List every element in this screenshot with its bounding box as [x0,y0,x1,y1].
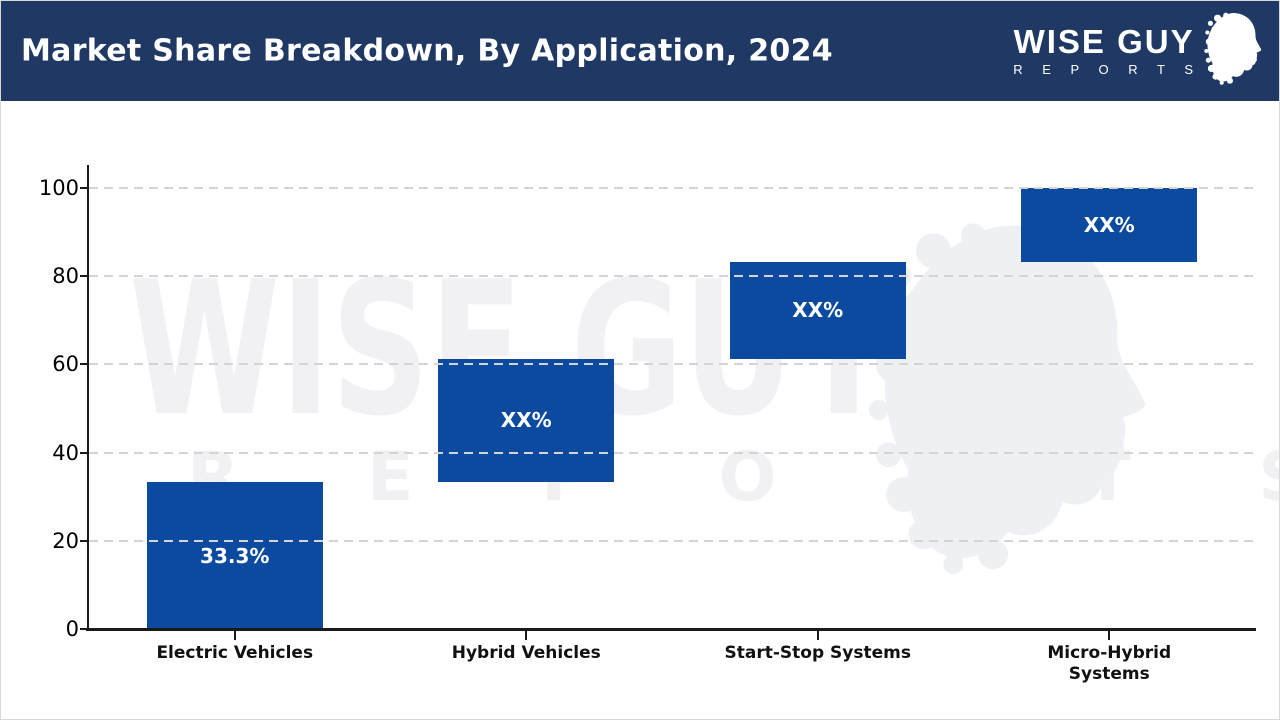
gridline-y-80 [89,275,1255,278]
waterfall-chart: 0 20 40 60 80 100 33.3% Electric Vehicles XX% Hyb… [1,101,1279,719]
bar-micro-hybrid-systems: XX% [1021,188,1198,262]
bar-value-label: XX% [792,298,844,323]
x-tick-micro-hybrid-systems [1108,631,1111,640]
y-tick-label-20: 20 [52,528,79,553]
y-axis-spine [87,165,89,631]
y-tick-label-40: 40 [52,440,79,465]
x-axis-spine [86,628,1256,631]
x-tick-label-hybrid-vehicles: Hybrid Vehicles [451,643,601,663]
gridline-y-40 [89,451,1255,454]
x-tick-label-micro-hybrid-systems: Micro-Hybrid Systems [1047,643,1172,685]
x-tick-label-electric-vehicles: Electric Vehicles [156,643,314,663]
bar-electric-vehicles: 33.3% [146,482,323,629]
y-tick-80 [80,275,88,278]
y-tick-100 [80,187,88,189]
x-tick-start-stop-systems [816,631,819,640]
y-tick-20 [80,539,88,542]
x-tick-hybrid-vehicles [525,631,528,640]
y-tick-label-80: 80 [52,264,79,289]
gridline-y-100 [89,187,1255,189]
y-tick-0 [80,628,88,630]
gridline-y-20 [89,539,1255,542]
brand-logo: WISE GUY R E P O R T S [1007,9,1265,93]
y-tick-60 [80,363,88,366]
y-tick-40 [80,451,88,454]
x-tick-label-start-stop-systems: Start-Stop Systems [724,643,911,663]
gridline-y-60 [89,363,1255,366]
brand-logo-subtitle: R E P O R T S [1013,61,1201,77]
bar-value-label: XX% [1083,212,1135,237]
header-band: Market Share Breakdown, By Application, … [1,1,1279,101]
y-tick-label-100: 100 [38,176,79,200]
y-tick-label-60: 60 [52,352,79,377]
bar-value-label: 33.3% [200,543,270,568]
bar-hybrid-vehicles: XX% [438,358,615,483]
brand-logo-title: WISE GUY [1013,23,1195,61]
y-tick-label-0: 0 [65,617,79,641]
bar-value-label: XX% [500,408,552,433]
brand-logo-text: WISE GUY R E P O R T S [1007,25,1201,77]
face-profile-dots-icon [1203,10,1265,92]
x-tick-electric-vehicles [233,631,236,640]
page-title: Market Share Breakdown, By Application, … [21,33,833,69]
